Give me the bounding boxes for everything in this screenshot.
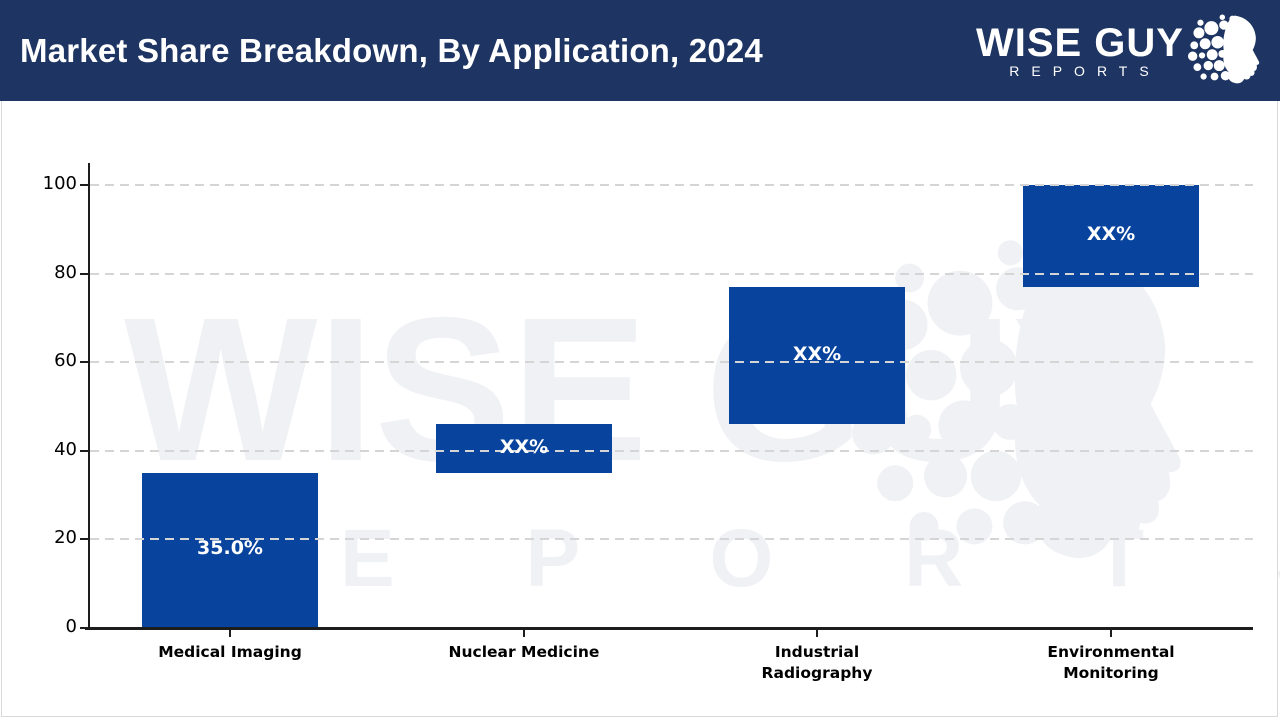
bar — [436, 424, 612, 473]
x-tick-mark — [523, 629, 525, 637]
category-label: Environmental Monitoring — [1047, 643, 1175, 682]
category-label: Nuclear Medicine — [448, 643, 600, 661]
y-axis-spine — [88, 163, 90, 630]
brand-text: WISE GUY REPORTS — [976, 21, 1184, 79]
brand-head-icon — [1188, 14, 1260, 84]
gridline — [90, 449, 1253, 452]
header-bar: Market Share Breakdown, By Application, … — [0, 0, 1280, 101]
gridline — [90, 361, 1253, 364]
y-tick-mark — [80, 627, 89, 629]
y-tick-label: 60 — [54, 350, 77, 372]
y-tick-mark — [80, 538, 89, 541]
y-tick-label: 80 — [54, 261, 77, 283]
y-tick-label: 40 — [54, 438, 77, 460]
category-label: Medical Imaging — [158, 643, 302, 661]
x-tick-mark — [1110, 629, 1112, 637]
brand-wordmark: WISE GUY — [975, 21, 1184, 65]
y-tick-mark — [80, 272, 89, 275]
gridline — [90, 272, 1253, 275]
y-tick-label: 20 — [54, 527, 77, 549]
plot-area: 0 20 40 60 80 100 35.0% Medical Imaging XX% Nucle… — [0, 101, 1280, 720]
category-label: Industrial Radiography — [761, 643, 873, 682]
y-tick-label: 0 — [65, 616, 77, 637]
y-tick-label: 100 — [42, 173, 77, 194]
y-tick-mark — [80, 361, 89, 364]
brand-subtext: REPORTS — [1009, 63, 1161, 79]
x-axis-spine — [85, 627, 1253, 630]
bar-value-label: XX% — [1086, 222, 1136, 245]
gridline — [90, 184, 1253, 186]
x-tick-mark — [816, 629, 818, 637]
bar-value-label: 35.0% — [197, 537, 263, 560]
x-tick-mark — [229, 629, 231, 637]
brand-logo: WISE GUY REPORTS — [976, 8, 1266, 92]
gridline — [90, 538, 1253, 541]
bar — [142, 472, 318, 628]
y-tick-mark — [80, 184, 89, 186]
bar-value-label: XX% — [499, 435, 549, 458]
y-tick-mark — [80, 449, 89, 452]
page-title: Market Share Breakdown, By Application, … — [20, 31, 763, 69]
bar-value-label: XX% — [792, 342, 842, 365]
